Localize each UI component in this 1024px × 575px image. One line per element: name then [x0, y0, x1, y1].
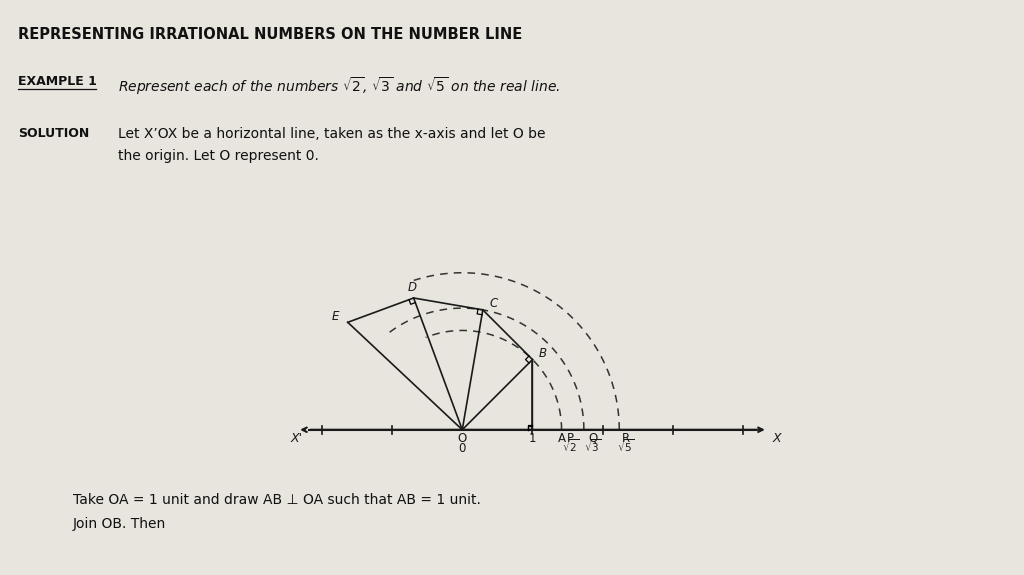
Text: SOLUTION: SOLUTION	[18, 127, 89, 140]
Text: O: O	[458, 432, 467, 444]
Text: $\sqrt{3}$: $\sqrt{3}$	[584, 438, 602, 454]
Text: Take OA = 1 unit and draw AB ⊥ OA such that AB = 1 unit.: Take OA = 1 unit and draw AB ⊥ OA such t…	[73, 493, 481, 507]
Text: 0: 0	[459, 442, 466, 455]
Text: EXAMPLE 1: EXAMPLE 1	[18, 75, 97, 88]
Text: X: X	[773, 432, 781, 446]
Text: REPRESENTING IRRATIONAL NUMBERS ON THE NUMBER LINE: REPRESENTING IRRATIONAL NUMBERS ON THE N…	[18, 27, 522, 42]
Text: C: C	[489, 297, 498, 310]
Text: A: A	[557, 432, 565, 444]
Text: the origin. Let O represent 0.: the origin. Let O represent 0.	[118, 149, 318, 163]
Text: X': X'	[290, 432, 302, 446]
Text: P: P	[567, 432, 574, 444]
Text: Let X’OX be a horizontal line, taken as the x-axis and let O be: Let X’OX be a horizontal line, taken as …	[118, 127, 546, 141]
Text: $\sqrt{2}$: $\sqrt{2}$	[562, 438, 580, 454]
Text: Q: Q	[589, 432, 598, 444]
Text: $\sqrt{5}$: $\sqrt{5}$	[616, 438, 635, 454]
Text: Represent each of the numbers $\sqrt{2}$, $\sqrt{3}$ and $\sqrt{5}$ on the real : Represent each of the numbers $\sqrt{2}$…	[118, 75, 560, 97]
Text: R: R	[622, 432, 630, 444]
Text: E: E	[332, 309, 339, 323]
Text: B: B	[539, 347, 547, 360]
Text: 1: 1	[528, 432, 537, 444]
Text: Join OB. Then: Join OB. Then	[73, 517, 166, 531]
Text: D: D	[408, 281, 417, 294]
